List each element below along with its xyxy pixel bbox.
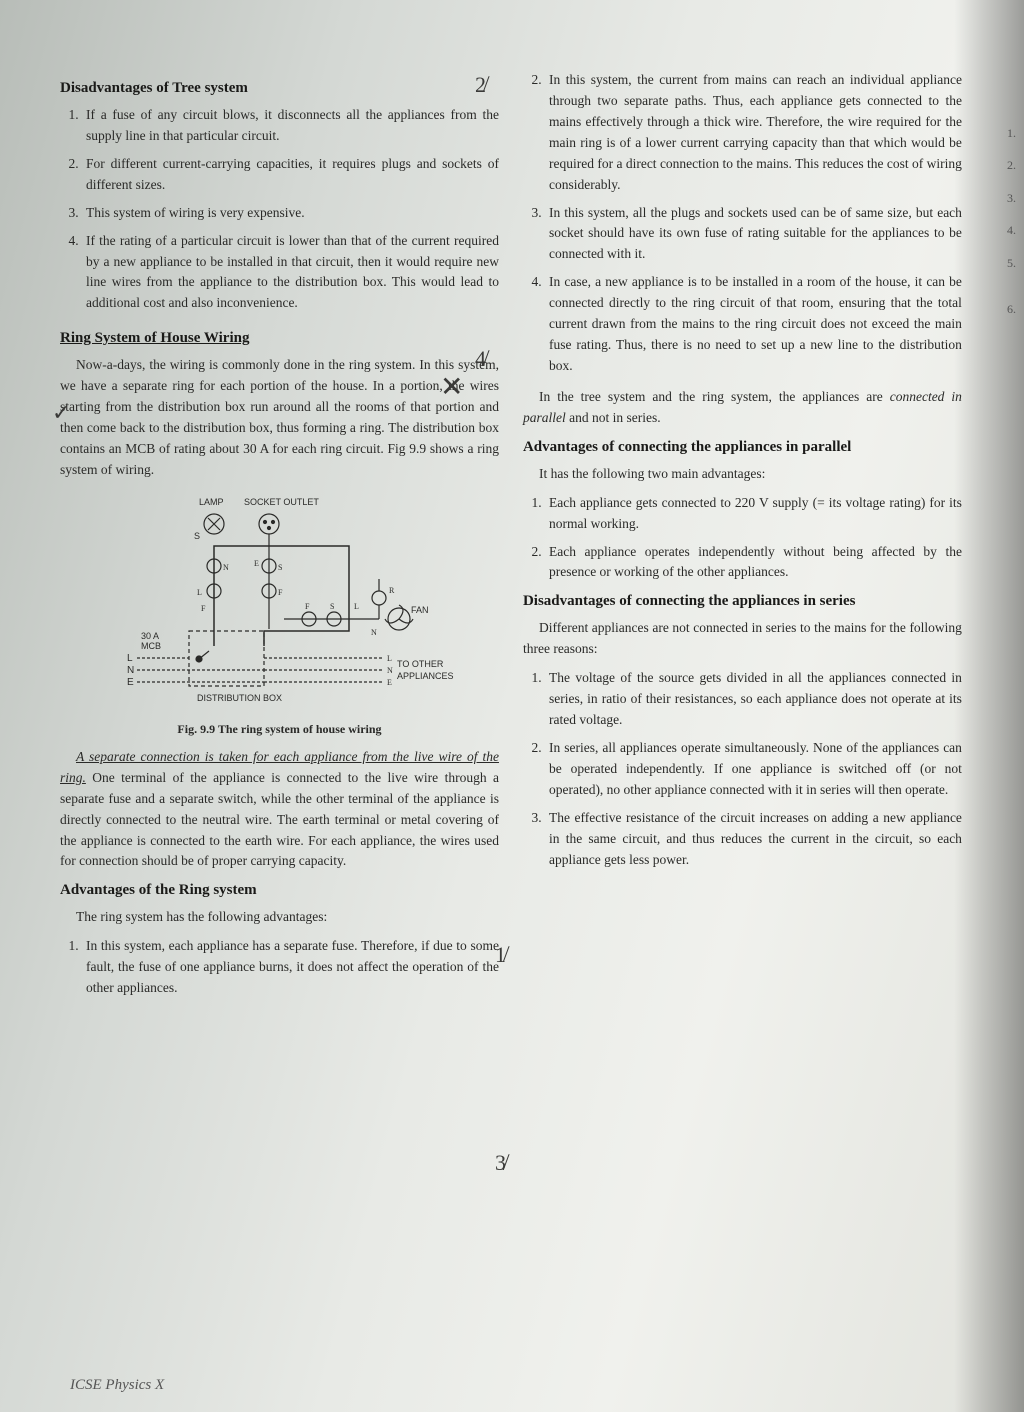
figure-caption: Fig. 9.9 The ring system of house wiring: [60, 722, 499, 737]
page: Disadvantages of Tree system If a fuse o…: [0, 0, 1024, 1029]
list-item: The effective resistance of the circuit …: [545, 808, 962, 871]
svg-text:N: N: [223, 563, 229, 572]
list-item: For different current-carrying capacitie…: [82, 154, 499, 196]
svg-text:E: E: [127, 677, 134, 688]
disadv-series-intro: Different appliances are not connected i…: [523, 618, 962, 660]
handwritten-strike-4: 4̸: [475, 346, 486, 372]
svg-text:APPLIANCES: APPLIANCES: [397, 671, 454, 681]
list-item: If a fuse of any circuit blows, it disco…: [82, 105, 499, 147]
svg-text:TO OTHER: TO OTHER: [397, 659, 444, 669]
heading-adv-ring: Advantages of the Ring system: [60, 882, 499, 899]
right-column: In this system, the current from mains c…: [523, 70, 962, 1009]
adv-ring-list: In this system, each appliance has a sep…: [60, 936, 499, 999]
svg-text:L: L: [387, 654, 392, 663]
handwritten-strike-3: 3̸: [495, 1150, 506, 1176]
handwritten-checkmark-icon: ✓: [52, 400, 70, 426]
list-item: Each appliance operates independently wi…: [545, 542, 962, 584]
svg-text:F: F: [305, 602, 310, 611]
svg-text:L: L: [197, 588, 202, 597]
svg-text:S: S: [330, 602, 334, 611]
list-item: Each appliance gets connected to 220 V s…: [545, 493, 962, 535]
adv-parallel-intro: It has the following two main advantages…: [523, 464, 962, 485]
ring-para-2: A separate connection is taken for each …: [60, 747, 499, 873]
list-item: In series, all appliances operate simult…: [545, 738, 962, 801]
ring-para-1: Now-a-days, the wiring is commonly done …: [60, 355, 499, 481]
svg-text:F: F: [201, 604, 206, 613]
heading-disadv-series: Disadvantages of connecting the applianc…: [523, 593, 962, 610]
figure-ring-wiring: DISTRIBUTION BOX 30 A MCB L N E: [60, 491, 499, 737]
svg-text:LAMP: LAMP: [199, 497, 224, 507]
list-item: The voltage of the source gets divided i…: [545, 668, 962, 731]
svg-text:R: R: [389, 586, 395, 595]
svg-text:N: N: [387, 666, 393, 675]
svg-text:FAN: FAN: [411, 605, 429, 615]
next-page-margin-numbers: 1. 2. 3. 4. 5. 6.: [1007, 120, 1016, 328]
heading-disadv-tree: Disadvantages of Tree system: [60, 80, 499, 97]
list-item: In case, a new appliance is to be instal…: [545, 272, 962, 377]
adv-ring-list-cont: In this system, the current from mains c…: [523, 70, 962, 377]
handwritten-strike-1: 1̸: [495, 942, 506, 968]
svg-text:N: N: [127, 665, 134, 676]
heading-adv-parallel: Advantages of connecting the appliances …: [523, 439, 962, 456]
adv-parallel-list: Each appliance gets connected to 220 V s…: [523, 493, 962, 584]
svg-text:SOCKET OUTLET: SOCKET OUTLET: [244, 497, 319, 507]
adv-ring-intro: The ring system has the following advant…: [60, 907, 499, 928]
list-item: In this system, the current from mains c…: [545, 70, 962, 196]
svg-text:L: L: [127, 653, 133, 664]
svg-text:S: S: [278, 563, 282, 572]
svg-text:DISTRIBUTION BOX: DISTRIBUTION BOX: [197, 693, 282, 703]
svg-text:N: N: [371, 628, 377, 637]
tree-ring-para: In the tree system and the ring system, …: [523, 387, 962, 429]
svg-text:F: F: [278, 588, 283, 597]
svg-text:30 A: 30 A: [141, 631, 159, 641]
list-item: This system of wiring is very expensive.: [82, 203, 499, 224]
handwritten-cross-icon: ✕: [440, 370, 463, 404]
svg-text:MCB: MCB: [141, 641, 161, 651]
left-column: Disadvantages of Tree system If a fuse o…: [60, 70, 499, 1009]
list-item: If the rating of a particular circuit is…: [82, 231, 499, 315]
footer-book-title: ICSE Physics X: [70, 1377, 164, 1394]
svg-text:E: E: [254, 559, 259, 568]
ring-para-2-rest: One terminal of the appliance is connect…: [60, 770, 499, 869]
ring-wiring-diagram: DISTRIBUTION BOX 30 A MCB L N E: [99, 491, 459, 716]
heading-ring-system: Ring System of House Wiring: [60, 330, 499, 347]
list-item: In this system, all the plugs and socket…: [545, 203, 962, 266]
list-item: In this system, each appliance has a sep…: [82, 936, 499, 999]
svg-text:S: S: [194, 531, 200, 541]
tree-disadv-list: If a fuse of any circuit blows, it disco…: [60, 105, 499, 314]
disadv-series-list: The voltage of the source gets divided i…: [523, 668, 962, 870]
svg-text:L: L: [354, 602, 359, 611]
handwritten-strike-2: 2̸: [475, 72, 486, 98]
svg-text:E: E: [387, 678, 392, 687]
